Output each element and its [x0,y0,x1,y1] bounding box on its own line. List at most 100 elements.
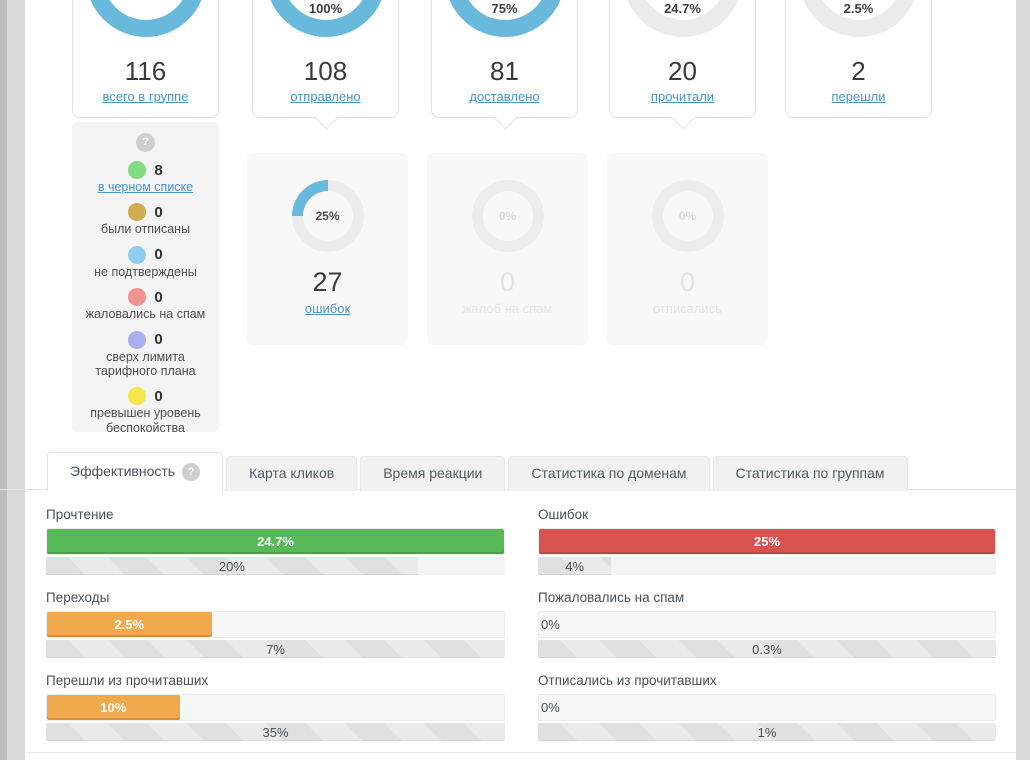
blue-dot-icon [128,245,147,264]
card-sent: 100% 108 отправлено [252,0,399,118]
yellow-dot-icon [128,387,147,406]
help-icon[interactable]: ? [182,463,201,482]
metric-unsubscribe-to-open: Отписались из прочитавших 0% 1% [538,673,996,741]
card-delivered: 75% 81 доставлено [431,0,578,118]
tab-click-map[interactable]: Карта кликов [226,456,358,491]
legend-label: жаловались на спам [85,307,206,322]
stat-value: 81 [490,56,519,86]
value-bar-track: 0% [538,611,996,638]
page-edge-right [1016,0,1030,760]
progress-ring [85,0,206,37]
stat-link-sent[interactable]: отправлено [290,88,361,104]
stat-value: 2 [851,56,866,86]
legend-item-unsubscribed: 0 были отписаны [72,203,219,236]
average-bar-label: 1% [757,724,777,740]
card-spam-complaints: 0% 0 жалоб на спам [427,153,588,345]
metric-click-to-open: Перешли из прочитавших 10% 35% [46,673,505,741]
metrics-column-right: Ошибок 25% 4% Пожаловались на спам 0% 0.… [538,507,996,756]
tab-group-stats[interactable]: Статистика по группам [712,456,908,491]
progress-ring: 2.5% [798,0,919,37]
stat-value: 0 [679,267,696,297]
metric-read-rate: Прочтение 24.7% 20% [46,507,505,575]
card-total-in-group: 116 всего в группе [72,0,219,118]
value-bar-fill: 24.7% [47,529,504,554]
legend-label: сверх лимита тарифного плана [95,349,196,378]
value-bar-track: 0% [538,694,996,721]
value-bar-fill: 2.5% [47,612,212,637]
percent-label: 0% [498,209,517,223]
percent-label: 25% [315,209,340,223]
green-dot-icon [128,161,147,179]
legend-link-blacklist[interactable]: в черном списке [97,180,194,194]
metric-title: Ошибок [538,507,589,522]
stat-link-errors[interactable]: ошибок [304,300,351,316]
tabs-bar: Эффективность? Карта кликов Время реакци… [47,452,911,491]
value-bar-fill: 10% [47,695,180,720]
metric-error-rate: Ошибок 25% 4% [538,507,996,575]
progress-ring: 0% [651,180,724,252]
ring-hole [302,191,353,241]
stat-link-clicked[interactable]: перешли [831,88,886,104]
bottom-divider [25,752,1016,753]
ring-hole [102,0,189,20]
ring-hole [662,191,713,241]
stat-value: 108 [303,56,348,86]
value-bar-track: 25% [538,528,996,555]
value-bar-fill: 25% [539,529,995,554]
card-clicked: 2.5% 2 перешли [785,0,932,118]
tabs-divider [0,489,1016,490]
average-bar-label: 20% [218,558,245,574]
progress-ring: 0% [471,180,544,252]
value-bar-label: 25% [753,534,781,549]
metric-title: Переходы [46,590,110,605]
percent-label: 75% [491,1,518,16]
card-read: 24.7% 20 прочитали [609,0,756,118]
legend-label: превышен уровень беспокойства [90,406,201,435]
mustard-dot-icon [128,203,147,222]
stat-value: 20 [668,56,697,86]
average-bar-fill: 1% [538,723,996,741]
progress-ring: 25% [291,180,364,252]
ring-hole [482,191,533,241]
tab-reaction-time[interactable]: Время реакции [360,456,506,491]
stat-link-total[interactable]: всего в группе [102,88,189,104]
average-bar-label: 7% [266,641,285,657]
progress-ring: 100% [265,0,386,37]
average-bar-track: 35% [46,723,505,741]
percent-label: 2.5% [843,1,874,16]
average-bar-label: 35% [262,724,289,740]
average-bar-track: 20% [46,557,505,575]
stat-link-read[interactable]: прочитали [650,88,715,104]
stat-link-delivered[interactable]: доставлено [469,88,540,104]
percent-label: 0% [678,209,697,223]
stat-value: 27 [312,267,343,297]
average-bar-track: 4% [538,557,996,575]
progress-ring: 24.7% [622,0,743,37]
pink-dot-icon [128,288,147,307]
stat-link-unsubscribed: отписались [652,300,723,316]
value-bar-track: 24.7% [46,528,505,555]
legend-item-anxiety-level: 0 превышен уровень беспокойства [72,387,219,435]
legend-item-blacklist: 8 в черном списке [72,161,219,194]
legend-value: 0 [154,331,163,348]
average-bar-fill: 35% [46,723,505,741]
value-bar-label: 0% [541,700,560,715]
value-bar-label: 0% [541,617,560,632]
average-bar-label: 4% [565,558,585,574]
tab-effectiveness[interactable]: Эффективность? [47,452,224,491]
help-icon[interactable]: ? [136,133,155,152]
stat-link-spam: жалоб на спам [462,300,553,316]
legend-item-over-limit: 0 сверх лимита тарифного плана [72,330,219,379]
progress-ring: 75% [444,0,565,37]
average-bar-fill: 20% [46,557,418,575]
value-bar-track: 10% [46,694,505,721]
legend-value: 8 [154,161,163,179]
legend-label: были отписаны [100,222,191,237]
legend-value: 0 [154,288,163,306]
value-bar-label: 2.5% [114,617,145,632]
legend-item-spam-complaint: 0 жаловались на спам [72,288,219,321]
value-bar-label: 10% [100,700,127,715]
periwinkle-dot-icon [128,330,147,349]
percent-label: 100% [308,1,343,16]
tab-domain-stats[interactable]: Статистика по доменам [508,456,710,491]
